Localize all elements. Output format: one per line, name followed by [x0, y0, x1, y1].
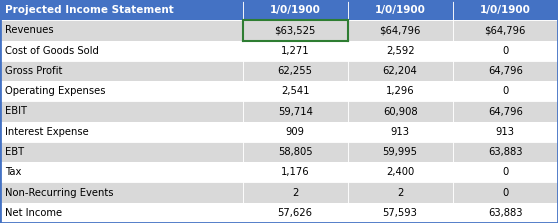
- Text: Operating Expenses: Operating Expenses: [5, 86, 105, 96]
- Bar: [453, 122, 558, 142]
- Bar: [453, 101, 558, 122]
- Bar: [348, 101, 453, 122]
- Bar: [348, 41, 453, 61]
- Bar: [0, 203, 243, 223]
- Bar: [453, 41, 558, 61]
- Bar: [0, 81, 243, 101]
- Text: 62,204: 62,204: [383, 66, 417, 76]
- Bar: [243, 41, 348, 61]
- Bar: [453, 20, 558, 41]
- Text: Net Income: Net Income: [5, 208, 62, 218]
- Bar: [0, 162, 243, 182]
- Bar: [0, 122, 243, 142]
- Text: 1/0/1900: 1/0/1900: [270, 5, 321, 15]
- Bar: [243, 101, 348, 122]
- Text: Non-Recurring Events: Non-Recurring Events: [5, 188, 113, 198]
- Bar: [348, 142, 453, 162]
- Text: 57,593: 57,593: [383, 208, 417, 218]
- Text: 58,805: 58,805: [278, 147, 312, 157]
- Bar: [243, 81, 348, 101]
- Bar: [348, 203, 453, 223]
- Text: $64,796: $64,796: [484, 25, 526, 35]
- Text: 63,883: 63,883: [488, 208, 522, 218]
- Bar: [453, 142, 558, 162]
- Bar: [348, 182, 453, 203]
- Bar: [348, 81, 453, 101]
- Text: 59,714: 59,714: [278, 107, 312, 116]
- Bar: [0, 41, 243, 61]
- Text: Cost of Goods Sold: Cost of Goods Sold: [5, 46, 99, 56]
- Bar: [0, 182, 243, 203]
- Bar: [243, 61, 348, 81]
- Bar: [453, 162, 558, 182]
- Text: 0: 0: [502, 46, 508, 56]
- Bar: [453, 203, 558, 223]
- Text: 2: 2: [397, 188, 403, 198]
- Bar: [348, 0, 453, 20]
- Text: 57,626: 57,626: [278, 208, 312, 218]
- Bar: [348, 162, 453, 182]
- Text: 1,296: 1,296: [386, 86, 415, 96]
- Bar: [453, 182, 558, 203]
- Bar: [243, 20, 348, 41]
- Text: 59,995: 59,995: [383, 147, 417, 157]
- Text: 1,271: 1,271: [281, 46, 310, 56]
- Text: 64,796: 64,796: [488, 66, 523, 76]
- Text: 913: 913: [391, 127, 410, 137]
- Text: 1/0/1900: 1/0/1900: [374, 5, 426, 15]
- Text: 60,908: 60,908: [383, 107, 417, 116]
- Bar: [243, 142, 348, 162]
- Bar: [0, 61, 243, 81]
- Text: EBT: EBT: [5, 147, 24, 157]
- Text: Revenues: Revenues: [5, 25, 54, 35]
- Text: 1,176: 1,176: [281, 167, 310, 177]
- Text: 62,255: 62,255: [278, 66, 312, 76]
- Text: 2: 2: [292, 188, 299, 198]
- Bar: [0, 20, 243, 41]
- Text: 0: 0: [502, 86, 508, 96]
- Text: 2,541: 2,541: [281, 86, 310, 96]
- Text: Interest Expense: Interest Expense: [5, 127, 89, 137]
- Text: 0: 0: [502, 167, 508, 177]
- Text: 909: 909: [286, 127, 305, 137]
- Bar: [453, 0, 558, 20]
- Bar: [0, 142, 243, 162]
- Bar: [453, 81, 558, 101]
- Bar: [0, 0, 243, 20]
- Text: 64,796: 64,796: [488, 107, 523, 116]
- Text: $64,796: $64,796: [379, 25, 421, 35]
- Bar: [243, 162, 348, 182]
- Bar: [348, 20, 453, 41]
- Text: Gross Profit: Gross Profit: [5, 66, 62, 76]
- Bar: [453, 61, 558, 81]
- Bar: [348, 61, 453, 81]
- Text: 2,592: 2,592: [386, 46, 415, 56]
- Bar: [243, 182, 348, 203]
- Bar: [243, 203, 348, 223]
- Text: 913: 913: [496, 127, 515, 137]
- Text: 2,400: 2,400: [386, 167, 414, 177]
- Text: 0: 0: [502, 188, 508, 198]
- Text: Projected Income Statement: Projected Income Statement: [5, 5, 174, 15]
- Bar: [0, 101, 243, 122]
- Bar: [243, 122, 348, 142]
- Bar: [243, 0, 348, 20]
- Text: 1/0/1900: 1/0/1900: [480, 5, 531, 15]
- Text: Tax: Tax: [5, 167, 21, 177]
- Text: $63,525: $63,525: [275, 25, 316, 35]
- Text: 63,883: 63,883: [488, 147, 522, 157]
- Bar: [348, 122, 453, 142]
- Text: EBIT: EBIT: [5, 107, 27, 116]
